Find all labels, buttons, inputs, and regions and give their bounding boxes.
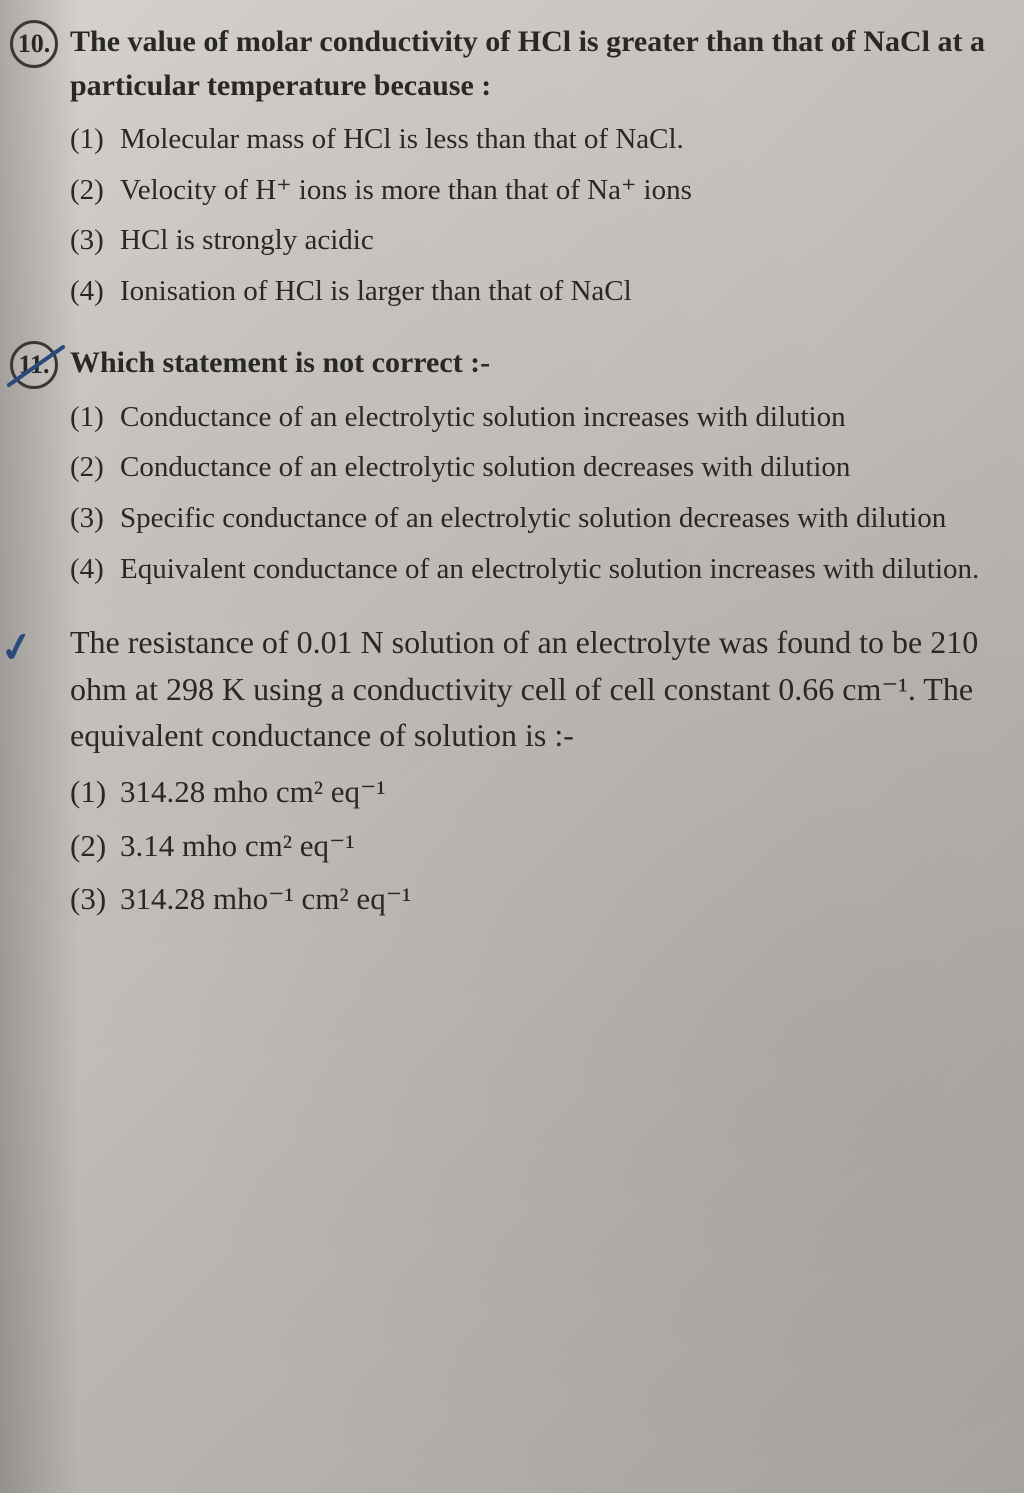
option-text: 3.14 mho cm² eq⁻¹: [120, 824, 994, 867]
option-number: (4): [70, 271, 120, 312]
option-number: (3): [70, 877, 120, 920]
option-number: (1): [70, 119, 120, 160]
option: (1) 314.28 mho cm² eq⁻¹: [70, 770, 994, 813]
option-number: (1): [70, 397, 120, 438]
question-10: 10. The value of molar conductivity of H…: [60, 20, 994, 311]
option: (4) Equivalent conductance of an electro…: [70, 549, 994, 590]
option: (1) Molecular mass of HCl is less than t…: [70, 119, 994, 160]
option-text: 314.28 mho cm² eq⁻¹: [120, 770, 994, 813]
option-text: Conductance of an electrolytic solution …: [120, 397, 994, 438]
option-number: (3): [70, 498, 120, 539]
option-number: (4): [70, 549, 120, 590]
option: (2) Velocity of H⁺ ions is more than tha…: [70, 170, 994, 211]
option-text: HCl is strongly acidic: [120, 220, 994, 261]
option-text: Specific conductance of an electrolytic …: [120, 498, 994, 539]
question-12-stem: The resistance of 0.01 N solution of an …: [60, 619, 994, 758]
option-text: Velocity of H⁺ ions is more than that of…: [120, 170, 994, 211]
option-number: (3): [70, 220, 120, 261]
option-number: (2): [70, 824, 120, 867]
question-10-options: (1) Molecular mass of HCl is less than t…: [60, 119, 994, 311]
page-content: 10. The value of molar conductivity of H…: [0, 0, 1024, 971]
option-text: Molecular mass of HCl is less than that …: [120, 119, 994, 160]
option-text: Ionisation of HCl is larger than that of…: [120, 271, 994, 312]
question-12-options: (1) 314.28 mho cm² eq⁻¹ (2) 3.14 mho cm²…: [60, 770, 994, 920]
option-number: (2): [70, 170, 120, 211]
option-number: (1): [70, 770, 120, 813]
option: (1) Conductance of an electrolytic solut…: [70, 397, 994, 438]
option: (3) 314.28 mho⁻¹ cm² eq⁻¹: [70, 877, 994, 920]
question-11-stem: Which statement is not correct :-: [60, 341, 994, 385]
option-number: (2): [70, 447, 120, 488]
option: (3) Specific conductance of an electroly…: [70, 498, 994, 539]
question-12: ✓ The resistance of 0.01 N solution of a…: [60, 619, 994, 920]
option-text: 314.28 mho⁻¹ cm² eq⁻¹: [120, 877, 994, 920]
option-text: Equivalent conductance of an electrolyti…: [120, 549, 994, 590]
option: (4) Ionisation of HCl is larger than tha…: [70, 271, 994, 312]
question-10-stem: The value of molar conductivity of HCl i…: [60, 20, 994, 107]
question-number-11: 11.: [10, 341, 58, 389]
option: (3) HCl is strongly acidic: [70, 220, 994, 261]
question-number-10: 10.: [10, 20, 58, 68]
option: (2) Conductance of an electrolytic solut…: [70, 447, 994, 488]
question-11-options: (1) Conductance of an electrolytic solut…: [60, 397, 994, 589]
option: (2) 3.14 mho cm² eq⁻¹: [70, 824, 994, 867]
tick-mark-icon: ✓: [0, 622, 37, 674]
question-11: 11. Which statement is not correct :- (1…: [60, 341, 994, 589]
option-text: Conductance of an electrolytic solution …: [120, 447, 994, 488]
